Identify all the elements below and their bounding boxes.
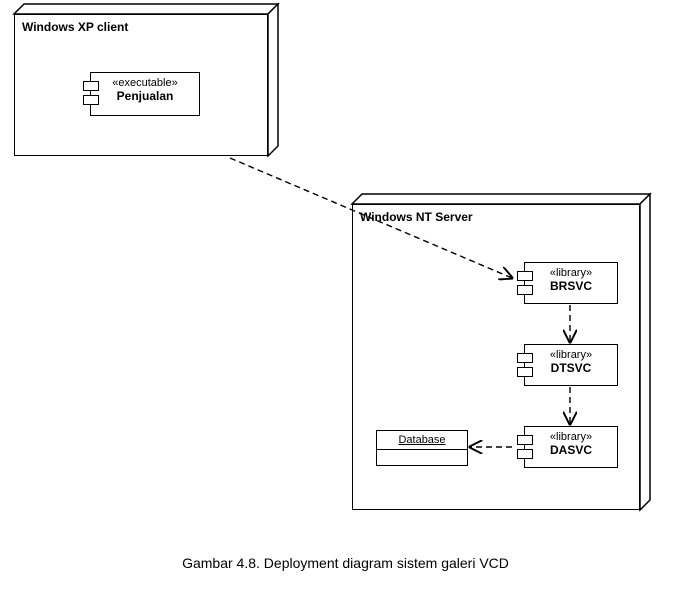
component-dtsvc: «library» DTSVC: [524, 344, 618, 386]
component-tab-icon: [517, 271, 533, 281]
component-brsvc: «library» BRSVC: [524, 262, 618, 304]
component-tab-icon: [83, 95, 99, 105]
component-brsvc-name: BRSVC: [525, 279, 617, 293]
node-client-title: Windows XP client: [22, 20, 128, 34]
component-tab-icon: [83, 81, 99, 91]
node-client-top: [14, 4, 278, 14]
component-tab-icon: [517, 449, 533, 459]
component-dasvc: «library» DASVC: [524, 426, 618, 468]
node-client-side: [268, 4, 278, 156]
component-tab-icon: [517, 353, 533, 363]
component-tab-icon: [517, 367, 533, 377]
component-tab-icon: [517, 435, 533, 445]
component-penjualan-name: Penjualan: [91, 89, 199, 103]
component-dasvc-name: DASVC: [525, 443, 617, 457]
component-dtsvc-stereotype: «library»: [525, 349, 617, 361]
node-server-title: Windows NT Server: [360, 210, 473, 224]
figure-caption: Gambar 4.8. Deployment diagram sistem ga…: [0, 555, 691, 571]
node-server-top: [352, 194, 650, 204]
component-penjualan-stereotype: «executable»: [91, 77, 199, 89]
component-brsvc-stereotype: «library»: [525, 267, 617, 279]
database: Database: [376, 430, 468, 466]
component-dtsvc-name: DTSVC: [525, 361, 617, 375]
component-tab-icon: [517, 285, 533, 295]
database-label: Database: [377, 434, 467, 446]
node-server-side: [640, 194, 650, 510]
component-penjualan: «executable» Penjualan: [90, 72, 200, 116]
database-divider: [377, 449, 467, 450]
component-dasvc-stereotype: «library»: [525, 431, 617, 443]
